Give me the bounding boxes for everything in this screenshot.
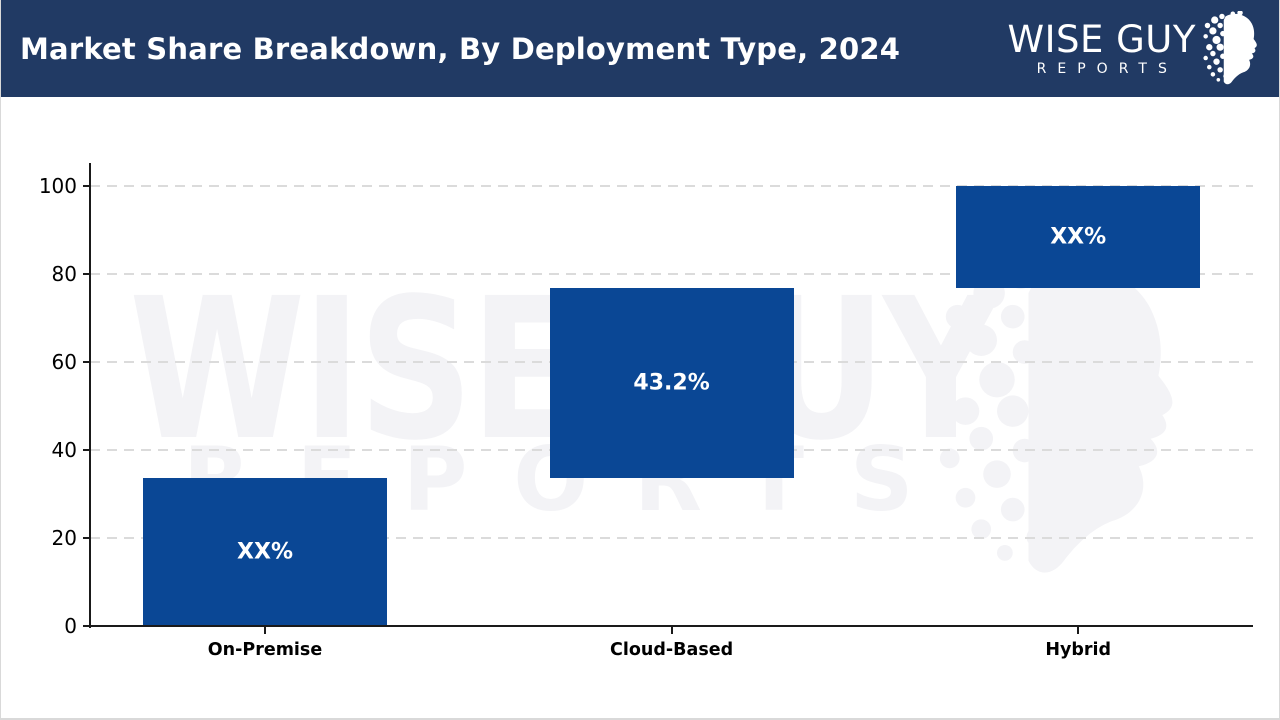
bar-on-premise: [143, 477, 387, 626]
logo-subtext: REPORTS: [1036, 61, 1178, 77]
y-tick-label-80: 80: [51, 261, 77, 286]
y-tick-label-0: 0: [64, 613, 77, 638]
y-tick-label-60: 60: [51, 349, 77, 374]
logo-text: WISE GUY REPORTS: [1008, 21, 1196, 76]
y-tick-label-20: 20: [51, 525, 77, 550]
y-tick-mark-40: [83, 448, 90, 451]
y-tick-mark-0: [83, 624, 90, 627]
y-tick-mark-60: [83, 360, 90, 363]
gridline-80: [90, 272, 1253, 275]
wise-guy-reports-logo: WISE GUY REPORTS: [1008, 11, 1260, 87]
gridline-100: [90, 184, 1253, 187]
y-tick-mark-80: [83, 272, 90, 275]
bar-value-label: XX%: [237, 539, 293, 565]
y-tick-label-100: 100: [38, 173, 77, 198]
bar-value-label: 43.2%: [633, 370, 710, 396]
logo-wordmark: WISE GUY: [1007, 18, 1196, 61]
x-tick-mark-0: [264, 625, 266, 634]
header-bar: Market Share Breakdown, By Deployment Ty…: [1, 0, 1279, 97]
dotted-face-icon: [1202, 11, 1260, 87]
x-category-label: On-Premise: [207, 640, 323, 660]
x-tick-mark-1: [670, 625, 673, 634]
watermark-face-icon: [934, 253, 1186, 585]
gridline-20: [90, 536, 1253, 539]
y-tick-mark-20: [83, 536, 90, 539]
y-axis-spine: [89, 163, 91, 628]
bar-hybrid: [956, 185, 1201, 288]
bar-value-label: XX%: [1050, 224, 1107, 250]
x-category-label: Hybrid: [1045, 640, 1112, 660]
x-tick-mark-2: [1077, 625, 1080, 634]
chart-title: Market Share Breakdown, By Deployment Ty…: [20, 31, 901, 66]
x-category-label: Cloud-Based: [610, 640, 734, 660]
y-tick-mark-100: [83, 184, 90, 187]
y-tick-label-40: 40: [51, 437, 77, 462]
bar-cloud-based: [549, 287, 794, 478]
